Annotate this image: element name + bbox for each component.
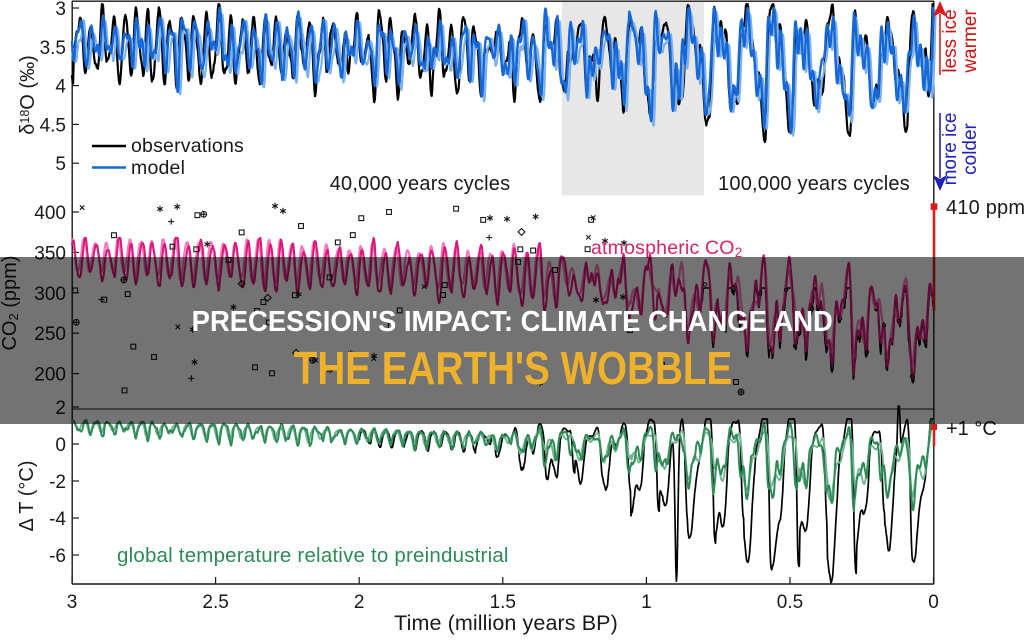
svg-text:0: 0: [928, 592, 939, 613]
svg-text:warmer: warmer: [960, 9, 981, 74]
svg-text:more ice: more ice: [940, 113, 961, 186]
svg-text:less ice: less ice: [940, 9, 961, 72]
svg-text:3.5: 3.5: [40, 38, 66, 59]
svg-text:400: 400: [34, 203, 66, 224]
svg-text:global temperature relative to: global temperature relative to preindust…: [117, 544, 509, 567]
svg-text:3: 3: [67, 592, 78, 613]
svg-text:colder: colder: [960, 122, 981, 174]
svg-text:observations: observations: [131, 135, 244, 157]
svg-text:40,000 years cycles: 40,000 years cycles: [330, 173, 511, 195]
svg-text:410 ppm: 410 ppm: [946, 197, 1024, 219]
svg-text:100,000 years cycles: 100,000 years cycles: [718, 173, 910, 195]
svg-text:1.5: 1.5: [490, 592, 516, 613]
svg-text:4.5: 4.5: [40, 115, 66, 136]
svg-text:0.5: 0.5: [777, 592, 803, 613]
svg-text:5: 5: [55, 154, 66, 175]
svg-text:3: 3: [55, 0, 66, 20]
svg-text:atmospheric CO2: atmospheric CO2: [591, 237, 742, 260]
svg-text:Time (million years BP): Time (million years BP): [394, 611, 618, 635]
svg-text:-4: -4: [49, 509, 66, 530]
svg-text:2: 2: [354, 592, 365, 613]
svg-text:Δ T (°C): Δ T (°C): [16, 461, 38, 532]
svg-text:-6: -6: [49, 546, 66, 567]
svg-text:-2: -2: [49, 472, 66, 493]
svg-text:2.5: 2.5: [202, 592, 228, 613]
svg-text:1: 1: [641, 592, 652, 613]
svg-text:0: 0: [55, 435, 66, 456]
svg-text:model: model: [131, 157, 185, 179]
svg-text:4: 4: [55, 77, 66, 98]
